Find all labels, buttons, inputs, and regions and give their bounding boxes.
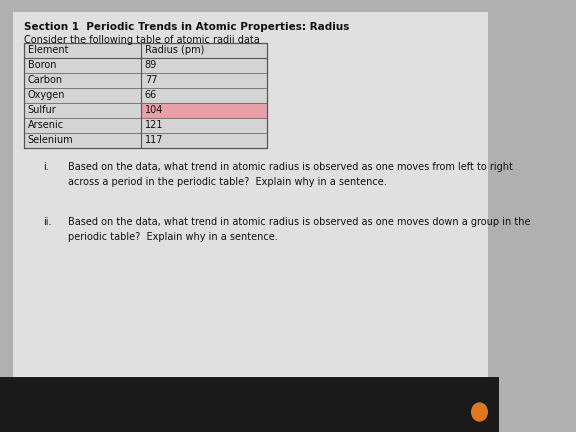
Text: Radius (pm): Radius (pm) xyxy=(145,45,204,55)
Text: ii.: ii. xyxy=(43,217,52,227)
Circle shape xyxy=(472,403,487,421)
Text: Arsenic: Arsenic xyxy=(28,120,64,130)
Text: 117: 117 xyxy=(145,135,164,145)
Text: 89: 89 xyxy=(145,60,157,70)
Text: i.: i. xyxy=(43,162,49,172)
Text: Based on the data, what trend in atomic radius is observed as one moves down a g: Based on the data, what trend in atomic … xyxy=(67,217,530,242)
Text: Section 1  Periodic Trends in Atomic Properties: Radius: Section 1 Periodic Trends in Atomic Prop… xyxy=(24,22,350,32)
Text: Consider the following table of atomic radii data: Consider the following table of atomic r… xyxy=(24,35,260,45)
Text: 77: 77 xyxy=(145,75,157,85)
Text: Element: Element xyxy=(28,45,68,55)
Text: Carbon: Carbon xyxy=(28,75,63,85)
Text: 66: 66 xyxy=(145,90,157,100)
Bar xyxy=(13,12,488,377)
Text: 121: 121 xyxy=(145,120,164,130)
Text: Boron: Boron xyxy=(28,60,56,70)
Text: Sulfur: Sulfur xyxy=(28,105,56,115)
Text: Based on the data, what trend in atomic radius is observed as one moves from lef: Based on the data, what trend in atomic … xyxy=(67,162,513,187)
Text: Selenium: Selenium xyxy=(28,135,73,145)
Bar xyxy=(0,377,499,432)
Text: Oxygen: Oxygen xyxy=(28,90,65,100)
Text: 104: 104 xyxy=(145,105,163,115)
Bar xyxy=(141,103,267,118)
Bar xyxy=(24,43,267,148)
